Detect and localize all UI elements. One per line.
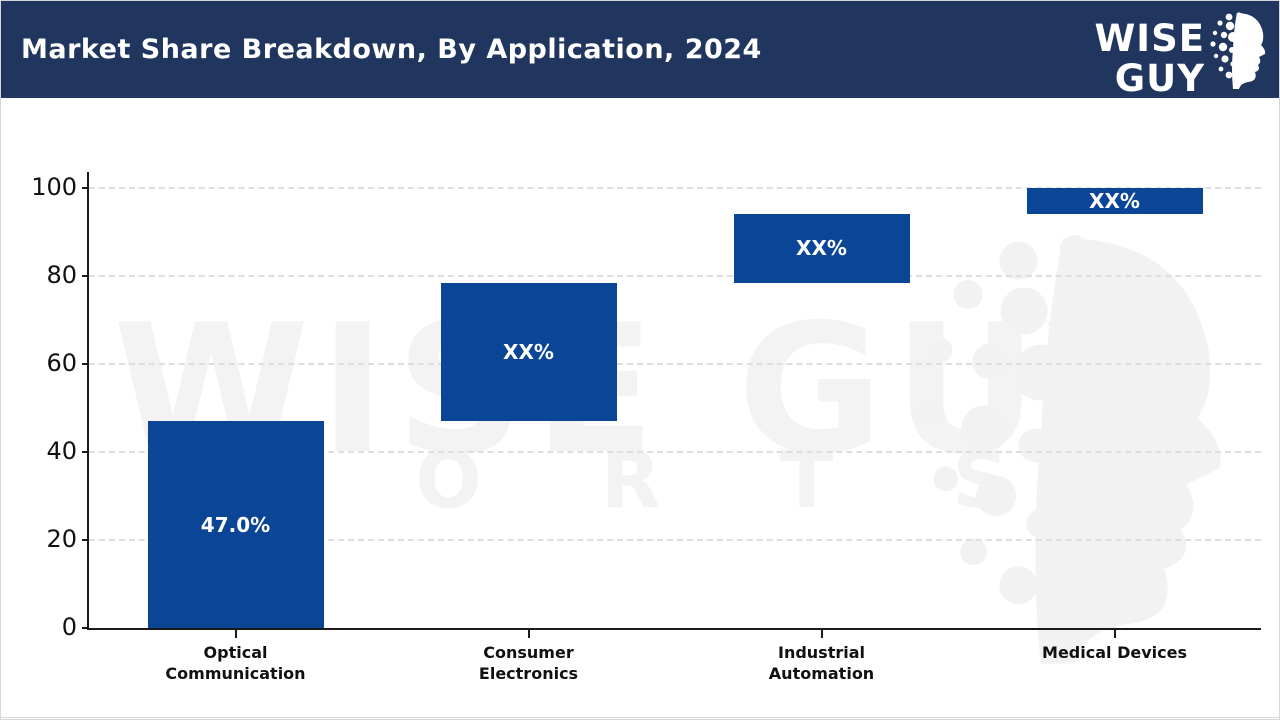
bar-value-label-3: XX% xyxy=(796,236,847,261)
brand-name: WISE GUY xyxy=(1094,17,1205,100)
gridline-40 xyxy=(89,451,1261,453)
y-axis-tick-60 xyxy=(82,363,89,365)
x-axis-category-label-3: Industrial Automation xyxy=(768,643,875,683)
brand-head-icon xyxy=(1210,12,1266,89)
page-title: Market Share Breakdown, By Application, … xyxy=(21,34,762,65)
gridline-100 xyxy=(89,187,1261,189)
bar-value-label-1: 47.0% xyxy=(200,512,271,537)
bar-segment-2: XX% xyxy=(440,283,617,422)
bar-segment-1: 47.0% xyxy=(147,421,324,628)
gridline-20 xyxy=(89,539,1261,541)
y-axis-label-60: 60 xyxy=(46,349,77,377)
bar-value-label-4: XX% xyxy=(1089,189,1140,214)
bar-segment-4: XX% xyxy=(1026,188,1203,215)
y-axis-tick-20 xyxy=(82,539,89,541)
watermark-head-graphic xyxy=(914,235,1221,664)
y-axis-line xyxy=(87,172,89,630)
y-axis-tick-80 xyxy=(82,275,89,277)
y-axis-label-20: 20 xyxy=(46,525,77,553)
x-axis-tick-3 xyxy=(820,630,823,638)
x-axis-tick-4 xyxy=(1113,630,1116,638)
gridline-60 xyxy=(89,363,1261,365)
brand-logo: WISE GUY R E P O R T S xyxy=(1009,7,1267,116)
x-axis-category-label-2: Consumer Electronics xyxy=(478,643,579,683)
y-axis-label-40: 40 xyxy=(46,437,77,465)
x-axis-category-label-1: Optical Communication xyxy=(165,643,306,683)
y-axis-label-100: 100 xyxy=(31,173,77,201)
y-axis-label-80: 80 xyxy=(46,261,77,289)
x-axis-tick-2 xyxy=(527,630,530,638)
bar-value-label-2: XX% xyxy=(503,340,554,365)
y-axis-tick-0 xyxy=(82,627,89,629)
footer-divider xyxy=(1,717,1279,718)
chart-canvas: WISE GUY P O R T S 0 20 40 60 80 100 47.0% XX% X… xyxy=(1,98,1279,719)
x-axis-tick-1 xyxy=(234,630,237,638)
y-axis-label-0: 0 xyxy=(61,613,77,641)
gridline-80 xyxy=(89,275,1261,277)
header-banner: Market Share Breakdown, By Application, … xyxy=(1,1,1279,116)
x-axis-category-label-4: Medical Devices xyxy=(1042,643,1187,662)
bar-segment-3: XX% xyxy=(733,214,910,283)
x-axis-line xyxy=(87,628,1261,630)
y-axis-tick-100 xyxy=(82,187,89,189)
y-axis-tick-40 xyxy=(82,451,89,453)
